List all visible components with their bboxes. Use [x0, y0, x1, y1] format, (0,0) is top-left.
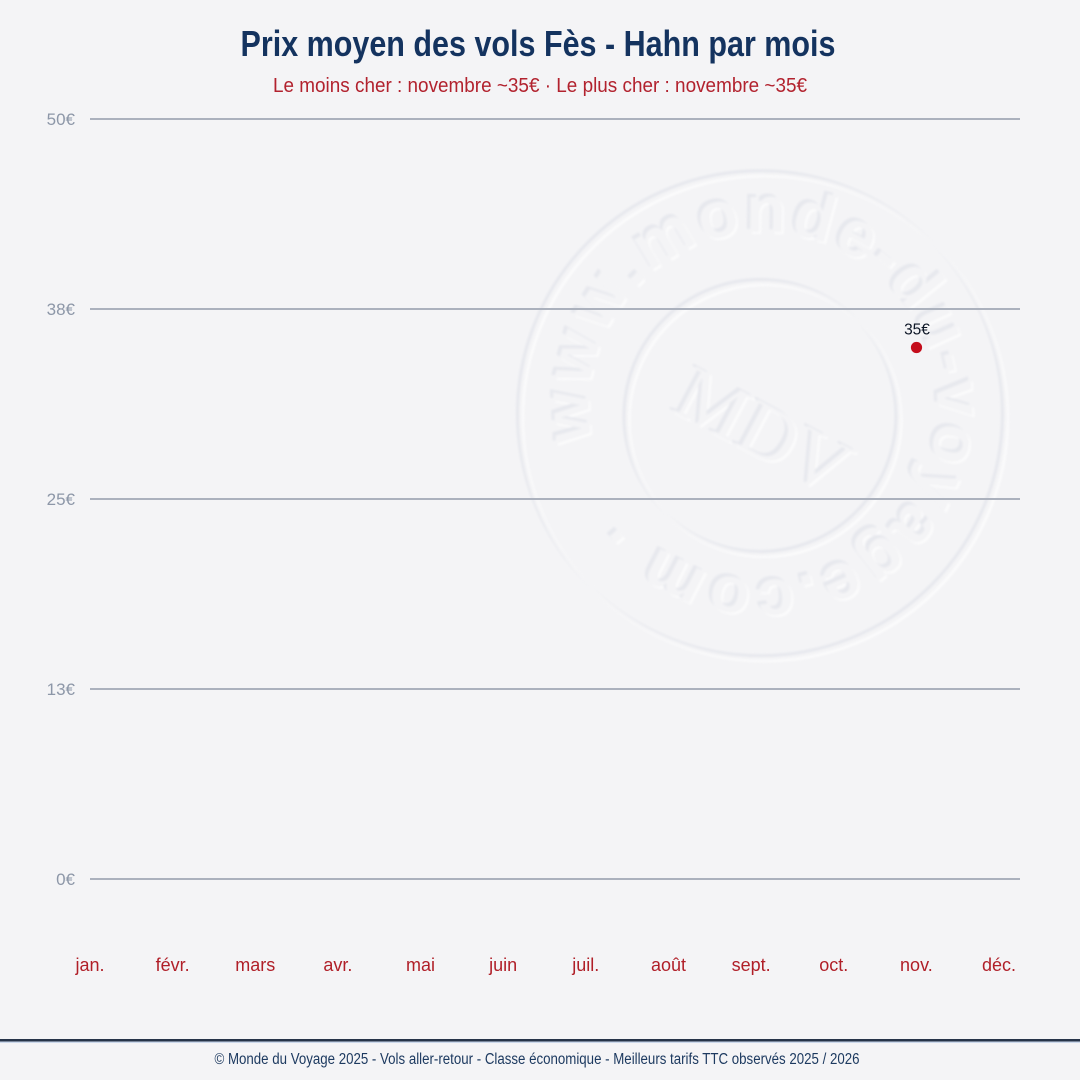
svg-text:n: n: [742, 169, 783, 244]
svg-text:Le moins cher : novembre ~35€: Le moins cher : novembre ~35€ · Le plus …: [273, 74, 808, 97]
svg-text:w: w: [530, 391, 607, 448]
svg-text:mai: mai: [406, 955, 435, 975]
svg-text:v: v: [924, 380, 999, 420]
svg-text:Prix moyen des vols Fès - Hahn: Prix moyen des vols Fès - Hahn par mois: [241, 23, 836, 64]
svg-text:© Monde du Voyage 2025 - Vols: © Monde du Voyage 2025 - Vols aller-reto…: [215, 1051, 860, 1068]
svg-text:nov.: nov.: [900, 955, 933, 975]
svg-text:déc.: déc.: [982, 955, 1016, 975]
svg-text:n: n: [747, 174, 788, 249]
svg-text:févr.: févr.: [156, 955, 190, 975]
svg-text:août: août: [651, 955, 686, 975]
svg-text:juil.: juil.: [571, 955, 599, 975]
svg-text:oct.: oct.: [819, 955, 848, 975]
svg-text:c: c: [757, 566, 799, 642]
svg-text:w: w: [528, 389, 605, 446]
svg-text:35€: 35€: [904, 322, 930, 339]
svg-text:w: w: [525, 386, 602, 443]
svg-text:c: c: [755, 564, 797, 640]
svg-text:juin: juin: [488, 955, 517, 975]
svg-text:13€: 13€: [47, 680, 76, 699]
svg-text:avr.: avr.: [323, 955, 352, 975]
svg-text:c: c: [752, 561, 794, 637]
svg-text:mars: mars: [235, 955, 275, 975]
svg-text:n: n: [745, 172, 786, 247]
svg-text:38€: 38€: [47, 300, 76, 319]
svg-text:sept.: sept.: [732, 955, 771, 975]
svg-text:0€: 0€: [56, 870, 75, 889]
svg-text:v: v: [922, 378, 997, 418]
svg-text:50€: 50€: [47, 110, 76, 129]
svg-text:jan.: jan.: [74, 955, 104, 975]
svg-text:25€: 25€: [47, 490, 76, 509]
svg-text:v: v: [919, 375, 994, 415]
